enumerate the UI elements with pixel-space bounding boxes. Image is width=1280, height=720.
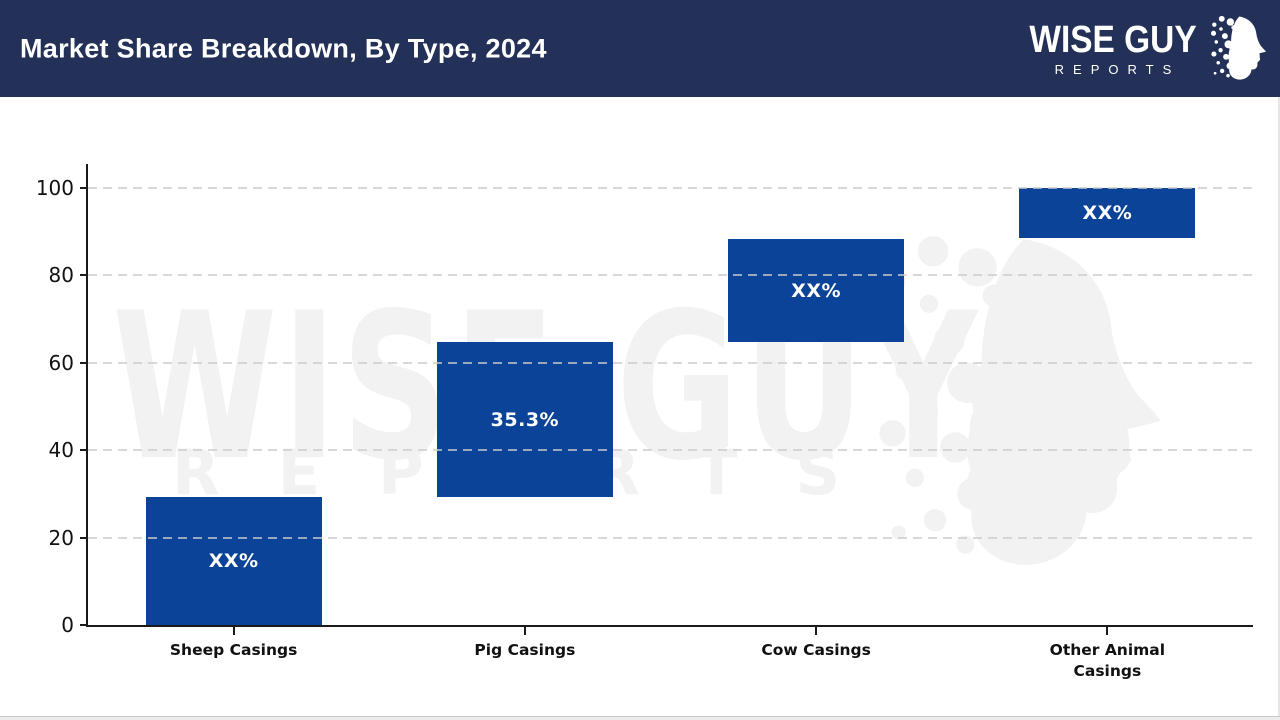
y-tick-mark [80, 624, 88, 626]
x-tick-label: Pig Casings [474, 641, 576, 659]
wiseguy-head-icon [1210, 15, 1266, 80]
y-tick-mark [80, 361, 88, 364]
right-edge-divider [1278, 97, 1280, 716]
y-tick-label: 60 [48, 350, 74, 375]
gridline [88, 536, 1253, 539]
wiseguy-logo-text: WISE GUY REPORTS [1018, 21, 1208, 77]
y-tick-label: 40 [48, 438, 74, 462]
bar-other-animal-casings: XX% [1019, 187, 1196, 238]
x-tick-label: Cow Casings [761, 641, 871, 659]
y-tick-label: 0 [61, 613, 74, 637]
x-tick-label: Other Animal Casings [1049, 641, 1166, 680]
gridline [88, 449, 1253, 451]
gridline [88, 186, 1253, 189]
y-axis-line [86, 164, 88, 627]
y-tick-mark [80, 536, 88, 539]
x-tick-mark [815, 627, 818, 635]
header: Market Share Breakdown, By Type, 2024 WI… [0, 0, 1280, 97]
page-title: Market Share Breakdown, By Type, 2024 [20, 33, 547, 63]
bar-value-label: XX% [208, 549, 259, 572]
x-tick-mark [232, 627, 235, 635]
footer-strip [0, 716, 1280, 720]
watermark-head-icon [877, 236, 1161, 565]
y-tick-mark [80, 186, 88, 189]
bar-cow-casings: XX% [728, 239, 905, 342]
x-tick-label: Sheep Casings [169, 641, 298, 659]
y-tick-mark [80, 274, 88, 276]
gridline [88, 274, 1253, 276]
bar-value-label: XX% [1082, 201, 1133, 224]
bar-sheep-casings: XX% [145, 496, 322, 625]
bar-value-label: XX% [791, 279, 842, 302]
y-tick-label: 80 [48, 263, 74, 287]
gridline [88, 361, 1253, 364]
logo-subtext: REPORTS [1054, 61, 1181, 77]
bar-value-label: 35.3% [490, 408, 560, 431]
y-tick-label: 100 [35, 175, 74, 200]
x-tick-mark [523, 627, 526, 635]
wiseguy-logo: WISE GUY REPORTS [1018, 6, 1268, 91]
x-tick-mark [1106, 627, 1109, 635]
y-tick-label: 20 [48, 525, 74, 550]
y-tick-mark [80, 449, 88, 451]
bar-pig-casings: 35.3% [436, 342, 613, 497]
x-axis-line [86, 625, 1253, 627]
logo-wordmark: WISE GUY [1029, 18, 1197, 61]
